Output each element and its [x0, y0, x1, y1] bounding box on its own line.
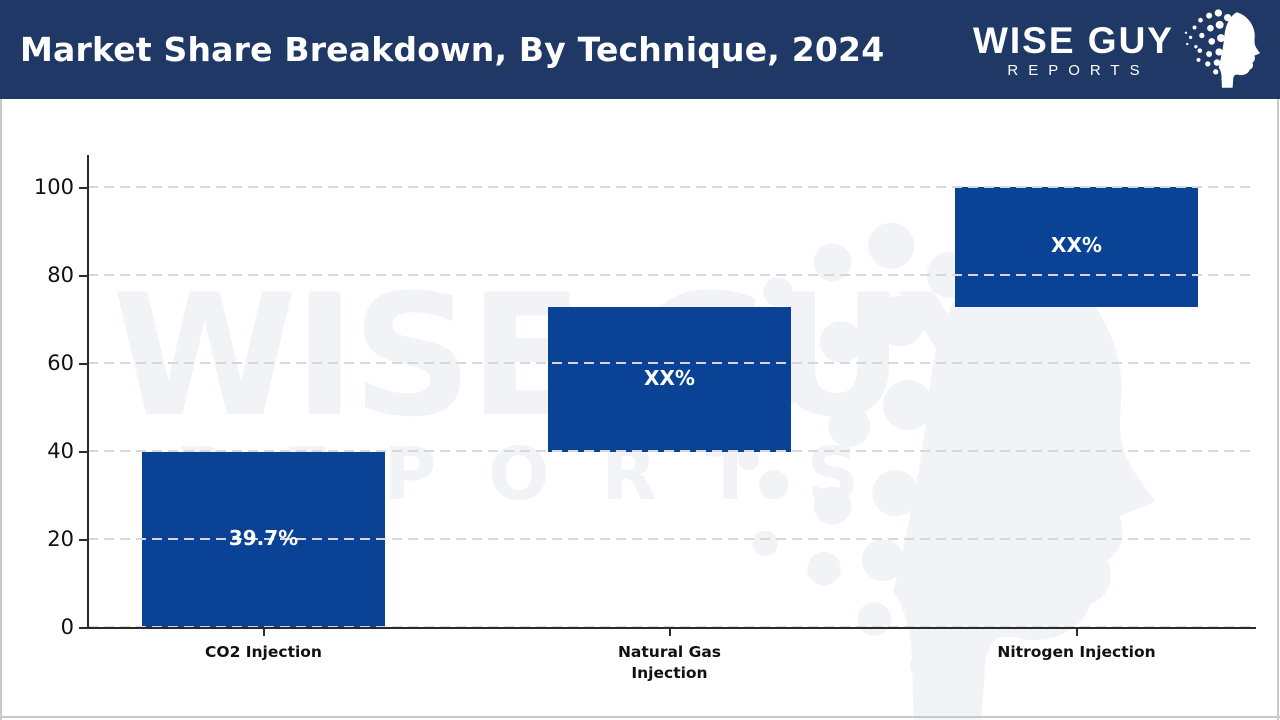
header: Market Share Breakdown, By Technique, 20… — [0, 0, 1280, 99]
y-tick-100 — [79, 187, 87, 189]
bar-value-label-3: XX% — [1051, 233, 1102, 258]
gridline-80 — [88, 274, 1256, 276]
y-tick-80 — [79, 275, 87, 277]
brand-name: WISE GUY — [972, 19, 1174, 61]
gridline-20 — [88, 538, 1256, 540]
y-tick-label-20: 20 — [47, 527, 74, 551]
brand-logo: WISE GUY REPORTS — [973, 7, 1266, 93]
chart-title: Market Share Breakdown, By Technique, 20… — [20, 30, 885, 69]
page-left-border — [0, 99, 2, 720]
x-tick-2 — [668, 629, 671, 636]
gridline-100 — [88, 186, 1256, 188]
brand-subtitle: REPORTS — [1007, 61, 1150, 79]
x-category-label-2-line-1: Natural Gas — [617, 643, 722, 661]
x-tick-3 — [1075, 629, 1078, 636]
x-category-label-1-line-1: CO2 Injection — [205, 643, 322, 661]
y-tick-label-60: 60 — [47, 351, 74, 375]
x-category-label-2-line-2: Injection — [631, 664, 708, 682]
y-axis-line — [87, 155, 89, 629]
y-tick-label-0: 0 — [60, 615, 74, 639]
y-tick-label-80: 80 — [47, 263, 74, 287]
y-tick-0 — [79, 627, 87, 629]
x-tick-1 — [262, 629, 265, 636]
y-tick-20 — [79, 539, 87, 541]
bar-value-label-2: XX% — [644, 365, 695, 390]
page-bottom-border — [0, 716, 1280, 718]
gridline-40 — [88, 450, 1256, 452]
bar-value-label-1: 39.7% — [228, 525, 299, 550]
y-tick-label-100: 100 — [33, 175, 74, 199]
x-axis-line — [87, 627, 1256, 629]
gridline-60 — [88, 362, 1256, 364]
y-tick-60 — [79, 363, 87, 365]
y-tick-40 — [79, 451, 87, 453]
y-tick-label-40: 40 — [47, 439, 74, 463]
x-category-label-3-line-1: Nitrogen Injection — [997, 643, 1156, 661]
page-right-border — [1277, 99, 1279, 720]
brand-logo-text: WISE GUY REPORTS — [973, 22, 1174, 78]
